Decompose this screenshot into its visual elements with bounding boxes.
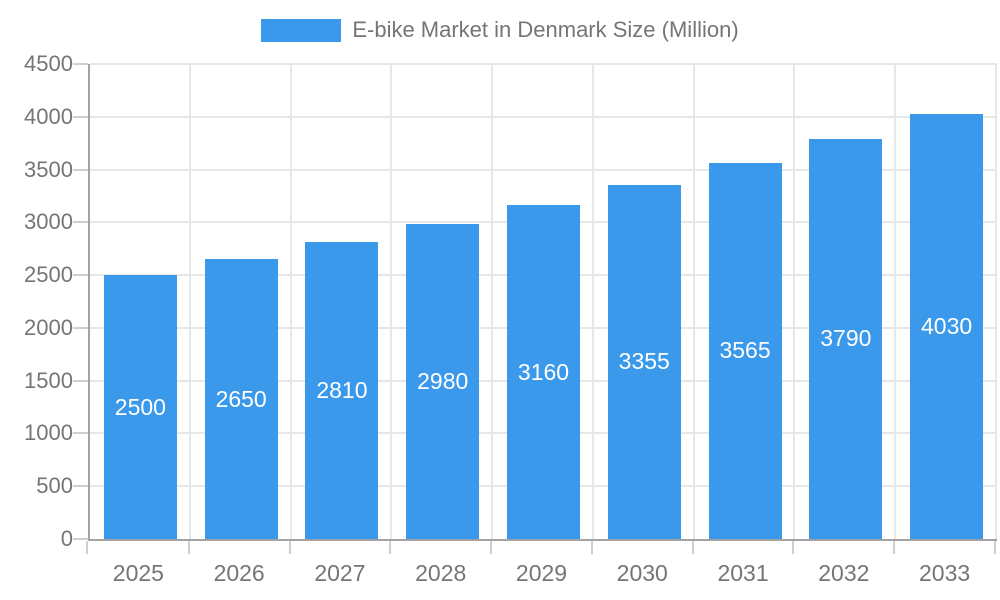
y-axis-tick <box>73 326 88 329</box>
y-gridline <box>90 63 997 65</box>
x-tick-label: 2029 <box>515 560 568 586</box>
y-axis-tick <box>73 379 88 382</box>
y-tick-label: 4500 <box>24 51 73 76</box>
x-axis-tick <box>288 541 291 554</box>
x-tick-label: 2025 <box>112 560 164 586</box>
x-axis-tick <box>86 541 88 554</box>
bar-value-label: 2980 <box>417 368 469 395</box>
x-gridline <box>995 64 997 539</box>
y-axis-tick <box>73 115 88 118</box>
x-tick-label: 2032 <box>818 560 870 586</box>
x-tick-label: 2028 <box>415 560 467 586</box>
plot-area: 2500 2650 2810 2980 3160 3355 3565 3790 4030 <box>88 63 997 541</box>
x-gridline <box>289 64 292 539</box>
x-axis-tick <box>792 541 795 554</box>
y-axis-tick <box>73 221 88 224</box>
bar-2030[interactable]: 3355 <box>607 184 681 539</box>
legend-swatch[interactable] <box>261 18 342 42</box>
bar-value-label: 2650 <box>215 385 267 412</box>
y-gridline <box>90 115 997 118</box>
y-axis-tick <box>73 63 88 65</box>
y-tick-label: 4000 <box>24 103 73 129</box>
bar-2032[interactable]: 3790 <box>809 138 883 539</box>
x-gridline <box>692 64 695 539</box>
x-tick-label: 2033 <box>919 560 971 586</box>
x-axis-tick <box>389 541 392 554</box>
x-gridline <box>188 64 191 539</box>
x-gridline <box>390 64 393 539</box>
bar-value-label: 4030 <box>921 312 973 339</box>
y-tick-label: 2000 <box>24 314 73 340</box>
x-axis-tick <box>187 541 190 554</box>
bar-2025[interactable]: 2500 <box>103 275 177 539</box>
legend-label: E-bike Market in Denmark Size (Million) <box>352 17 739 42</box>
x-gridline <box>793 64 796 539</box>
y-tick-label: 1000 <box>24 420 73 446</box>
y-tick-label: 0 <box>60 526 73 551</box>
bar-2027[interactable]: 2810 <box>305 242 379 539</box>
legend[interactable]: E-bike Market in Denmark Size (Million) <box>0 17 1000 43</box>
x-tick-label: 2031 <box>717 560 769 586</box>
x-axis-tick <box>893 541 896 554</box>
y-tick-label: 2500 <box>24 262 73 288</box>
x-gridline <box>491 64 494 539</box>
bar-2031[interactable]: 3565 <box>708 162 782 539</box>
bar-value-label: 2810 <box>316 377 368 404</box>
bar-2029[interactable]: 3160 <box>507 205 580 539</box>
x-tick-label: 2026 <box>213 560 265 586</box>
x-axis-tick <box>994 541 996 554</box>
x-axis-tick <box>490 541 493 554</box>
bar-value-label: 3565 <box>719 337 771 364</box>
y-tick-label: 500 <box>36 473 73 499</box>
x-gridline <box>591 64 594 539</box>
y-gridline <box>90 168 997 171</box>
x-tick-label: 2027 <box>314 560 366 586</box>
bar-value-label: 2500 <box>114 393 166 420</box>
bar-value-label: 3790 <box>820 325 872 352</box>
y-axis-tick <box>73 538 88 540</box>
x-axis-tick <box>590 541 593 554</box>
bar-value-label: 3355 <box>618 348 670 375</box>
y-tick-label: 3000 <box>24 209 73 235</box>
x-axis-tick <box>691 541 694 554</box>
bar-2028[interactable]: 2980 <box>406 224 480 539</box>
y-axis-tick <box>73 432 88 435</box>
y-axis-tick <box>73 485 88 488</box>
bar-2033[interactable]: 4030 <box>910 113 984 539</box>
x-tick-label: 2030 <box>616 560 668 586</box>
bar-value-label: 3160 <box>517 358 570 385</box>
y-tick-label: 1500 <box>24 367 73 393</box>
y-axis-tick <box>73 274 88 277</box>
bar-2026[interactable]: 2650 <box>204 259 278 539</box>
y-tick-label: 3500 <box>24 156 73 182</box>
x-gridline <box>894 64 897 539</box>
y-axis-tick <box>73 168 88 171</box>
